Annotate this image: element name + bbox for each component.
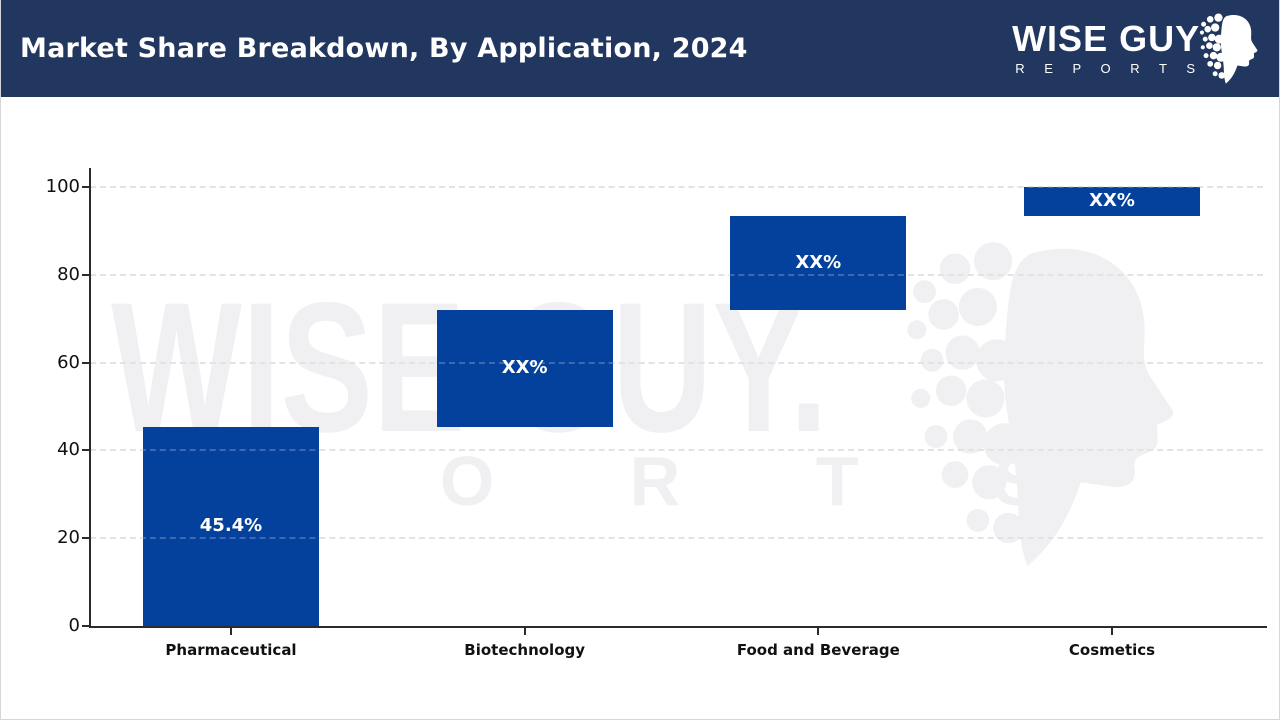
gridline	[90, 186, 1263, 188]
header-bar: Market Share Breakdown, By Application, …	[1, 0, 1279, 97]
x-axis-line	[89, 626, 1267, 628]
y-axis-tick	[82, 361, 89, 364]
x-axis-tick	[523, 628, 526, 635]
gridline	[90, 273, 1263, 276]
y-axis-line	[89, 168, 91, 628]
bar-value-label: 45.4%	[199, 515, 263, 537]
bar-biotechnology: XX%	[436, 309, 613, 427]
x-axis-tick	[1111, 628, 1113, 635]
gridline-overlay	[90, 449, 1263, 452]
bar-pharmaceutical: 45.4%	[143, 426, 319, 626]
x-axis-category-label: Pharmaceutical	[165, 641, 297, 659]
gridline-overlay	[90, 361, 1263, 364]
x-axis-category-label: Biotechnology	[464, 641, 586, 659]
logo-text: WISE GUY R E P O R T S	[1009, 18, 1203, 77]
gridline-overlay	[90, 186, 1263, 188]
x-axis-tick	[230, 628, 232, 635]
wiseguy-logo: WISE GUY R E P O R T S	[1009, 9, 1263, 89]
y-axis-tick	[82, 273, 89, 276]
gridline	[90, 361, 1263, 364]
x-axis-category-label: Cosmetics	[1068, 641, 1156, 659]
watermark-face-icon	[907, 242, 1174, 567]
y-axis-tick-label: 40	[57, 439, 80, 461]
bar-food-and-beverage: XX%	[730, 215, 907, 310]
logo-subtitle: R E P O R T S	[1015, 61, 1203, 76]
gridline	[90, 537, 1263, 540]
y-axis-tick-label: 60	[57, 351, 80, 373]
y-axis-tick-label: 100	[45, 176, 80, 197]
x-axis-category-label: Food and Beverage	[736, 641, 900, 659]
logo-wordmark: WISE GUY	[1012, 18, 1201, 59]
y-axis-tick	[82, 537, 89, 540]
y-axis-tick	[82, 186, 89, 188]
y-axis-tick-label: 0	[68, 615, 80, 636]
bar-value-label: XX%	[501, 357, 548, 379]
dotted-face-profile-icon	[1199, 13, 1258, 84]
y-axis-tick-label: 20	[57, 527, 80, 549]
watermark-subtitle: P O R T S	[259, 442, 1099, 520]
bar-value-label: XX%	[1089, 190, 1135, 212]
page-title: Market Share Breakdown, By Application, …	[20, 33, 748, 64]
y-axis-tick	[82, 625, 89, 627]
y-axis-tick	[82, 449, 89, 452]
gridline	[90, 449, 1263, 452]
bar-value-label: XX%	[795, 251, 842, 273]
bar-cosmetics: XX%	[1024, 187, 1200, 216]
y-axis-tick-label: 80	[57, 263, 80, 285]
x-axis-tick	[817, 628, 820, 635]
gridline-overlay	[90, 273, 1263, 276]
gridline-overlay	[90, 537, 1263, 540]
